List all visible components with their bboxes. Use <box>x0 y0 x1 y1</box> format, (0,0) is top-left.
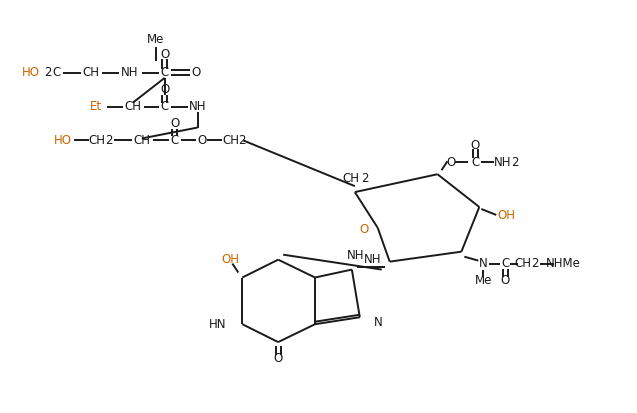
Text: C: C <box>52 66 61 79</box>
Text: 2: 2 <box>531 257 539 270</box>
Text: C: C <box>161 100 169 113</box>
Text: CH: CH <box>222 134 239 147</box>
Text: N: N <box>479 257 488 270</box>
Text: CH: CH <box>83 66 99 79</box>
Text: 2: 2 <box>45 66 52 79</box>
Text: NH: NH <box>364 253 382 266</box>
Text: NH: NH <box>189 100 206 113</box>
Text: O: O <box>359 223 368 236</box>
Text: O: O <box>160 83 169 96</box>
Text: O: O <box>170 117 179 130</box>
Text: C: C <box>501 257 510 270</box>
Text: N: N <box>374 316 382 329</box>
Text: OH: OH <box>222 253 240 266</box>
Text: HO: HO <box>22 66 40 79</box>
Text: Me: Me <box>147 33 164 45</box>
Text: C: C <box>171 134 179 147</box>
Text: OH: OH <box>497 209 515 223</box>
Text: O: O <box>191 66 200 79</box>
Text: 2: 2 <box>361 172 369 185</box>
Text: 2: 2 <box>239 134 246 147</box>
Text: CH: CH <box>89 134 106 147</box>
Text: 2: 2 <box>512 156 519 169</box>
Text: O: O <box>471 139 480 152</box>
Text: CH: CH <box>515 257 532 270</box>
Text: CH: CH <box>124 100 141 113</box>
Text: O: O <box>273 352 283 366</box>
Text: HN: HN <box>209 318 226 331</box>
Text: C: C <box>161 66 169 79</box>
Text: CH: CH <box>133 134 150 147</box>
Text: Et: Et <box>90 100 102 113</box>
Text: NH: NH <box>494 156 511 169</box>
Text: O: O <box>501 274 510 287</box>
Text: Me: Me <box>475 274 492 287</box>
Text: NHMe: NHMe <box>545 257 580 270</box>
Text: HO: HO <box>54 134 72 147</box>
Text: 2: 2 <box>105 134 113 147</box>
Text: O: O <box>447 156 456 169</box>
Text: NH: NH <box>347 249 364 262</box>
Text: C: C <box>471 156 480 169</box>
Text: O: O <box>160 47 169 61</box>
Text: O: O <box>197 134 206 147</box>
Text: NH: NH <box>121 66 139 79</box>
Text: CH: CH <box>342 172 359 185</box>
